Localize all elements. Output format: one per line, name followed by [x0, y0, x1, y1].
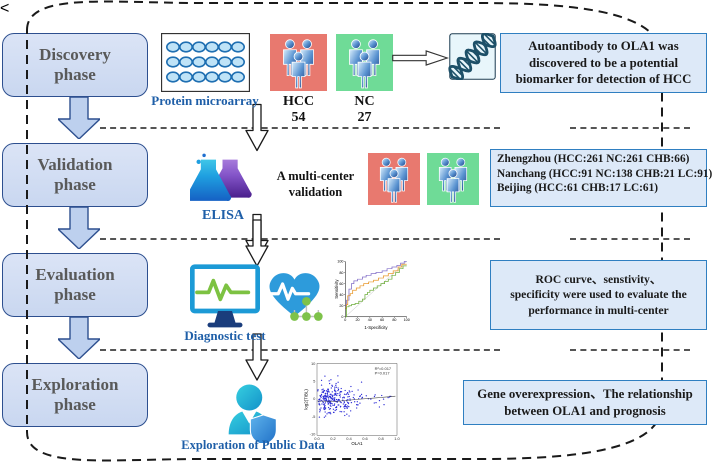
svg-text:60: 60 [380, 318, 384, 322]
svg-text:100: 100 [404, 318, 410, 322]
svg-text:60: 60 [339, 282, 343, 286]
svg-text:80: 80 [392, 318, 396, 322]
svg-text:20: 20 [339, 304, 343, 308]
svg-text:20: 20 [356, 318, 360, 322]
svg-text:40: 40 [339, 293, 343, 297]
svg-text:80: 80 [339, 271, 343, 275]
svg-text:1-Specificity: 1-Specificity [364, 325, 388, 330]
svg-text:1.0: 1.0 [394, 436, 400, 441]
svg-text:0: 0 [344, 318, 346, 322]
svg-text:-5: -5 [312, 414, 316, 419]
svg-text:0: 0 [341, 315, 343, 319]
svg-text:0.0: 0.0 [314, 436, 320, 441]
svg-text:0.6: 0.6 [362, 436, 368, 441]
svg-text:P=0.017: P=0.017 [375, 371, 391, 376]
svg-text:100: 100 [337, 260, 343, 264]
svg-text:0.8: 0.8 [378, 436, 384, 441]
svg-text:0.2: 0.2 [330, 436, 336, 441]
svg-text:5: 5 [313, 379, 316, 384]
svg-text:10: 10 [311, 361, 316, 366]
svg-text:OLA1: OLA1 [351, 441, 363, 445]
svg-text:log2(TIBL): log2(TIBL) [303, 389, 308, 410]
svg-text:0: 0 [313, 396, 316, 401]
svg-text:Sensitivity: Sensitivity [334, 279, 339, 299]
svg-text:40: 40 [368, 318, 372, 322]
